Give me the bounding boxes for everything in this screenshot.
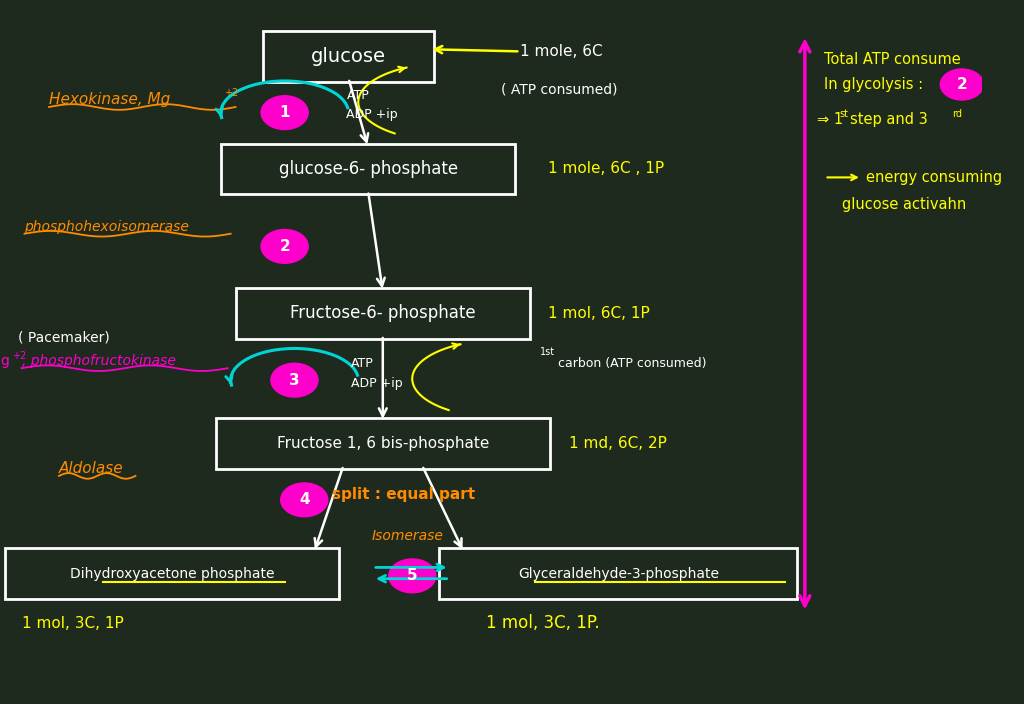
Text: 1 mole, 6C , 1P: 1 mole, 6C , 1P: [548, 161, 664, 177]
Text: Aldolase: Aldolase: [59, 460, 124, 476]
Text: 1 mol, 3C, 1P: 1 mol, 3C, 1P: [22, 615, 123, 631]
Text: 1 mole, 6C: 1 mole, 6C: [520, 44, 603, 59]
FancyBboxPatch shape: [5, 548, 339, 599]
Text: carbon (ATP consumed): carbon (ATP consumed): [557, 358, 706, 370]
Text: Fructose 1, 6 bis-phosphate: Fructose 1, 6 bis-phosphate: [276, 436, 489, 451]
Text: 1 md, 6C, 2P: 1 md, 6C, 2P: [569, 436, 668, 451]
Text: 2: 2: [280, 239, 290, 254]
Text: st: st: [840, 109, 848, 119]
Text: Dihydroxyacetone phosphate: Dihydroxyacetone phosphate: [70, 567, 274, 581]
Text: 1 mol, 6C, 1P: 1 mol, 6C, 1P: [548, 306, 649, 321]
Text: Hexokinase, Mg: Hexokinase, Mg: [49, 92, 170, 108]
Text: 1 mol, 3C, 1P.: 1 mol, 3C, 1P.: [485, 614, 599, 632]
Text: 3: 3: [289, 372, 300, 388]
Text: 2: 2: [956, 77, 968, 92]
Text: ( Pacemaker): ( Pacemaker): [17, 331, 110, 345]
Text: ADP +ip: ADP +ip: [346, 108, 398, 120]
Circle shape: [940, 69, 983, 100]
FancyBboxPatch shape: [236, 288, 530, 339]
Text: +2: +2: [224, 88, 238, 98]
Text: 5: 5: [407, 568, 418, 584]
Text: ⇒ 1: ⇒ 1: [816, 112, 843, 127]
Text: 4: 4: [299, 492, 309, 508]
Text: split : equal part: split : equal part: [332, 486, 475, 502]
Text: Isomerase: Isomerase: [372, 529, 443, 543]
Text: ADP +ip: ADP +ip: [351, 377, 403, 390]
Text: ( ATP consumed): ( ATP consumed): [501, 82, 617, 96]
Text: 1: 1: [280, 105, 290, 120]
Text: g: g: [0, 354, 9, 368]
Text: glucose-6- phosphate: glucose-6- phosphate: [279, 160, 458, 178]
Text: ATP: ATP: [346, 89, 370, 102]
Text: +2: +2: [12, 351, 26, 361]
Text: ATP: ATP: [351, 357, 374, 370]
Text: Glyceraldehyde-3-phosphate: Glyceraldehyde-3-phosphate: [518, 567, 719, 581]
Text: energy consuming: energy consuming: [865, 170, 1001, 185]
Circle shape: [261, 230, 308, 263]
Text: glucose: glucose: [311, 47, 386, 65]
FancyBboxPatch shape: [439, 548, 798, 599]
Text: glucose activahn: glucose activahn: [842, 196, 967, 212]
Text: 1st: 1st: [540, 347, 555, 357]
Text: Fructose-6- phosphate: Fructose-6- phosphate: [290, 304, 475, 322]
Circle shape: [261, 96, 308, 130]
FancyBboxPatch shape: [262, 31, 434, 82]
Text: Total ATP consume: Total ATP consume: [824, 52, 962, 68]
Text: , phosphofructokinase: , phosphofructokinase: [22, 354, 175, 368]
Text: In glycolysis :: In glycolysis :: [824, 77, 928, 92]
Circle shape: [389, 559, 436, 593]
Text: phosphohexoisomerase: phosphohexoisomerase: [25, 220, 189, 234]
FancyBboxPatch shape: [216, 418, 550, 469]
Text: step and 3: step and 3: [850, 112, 928, 127]
Circle shape: [271, 363, 318, 397]
Circle shape: [281, 483, 328, 517]
Text: rd: rd: [952, 109, 963, 119]
FancyBboxPatch shape: [221, 144, 515, 194]
